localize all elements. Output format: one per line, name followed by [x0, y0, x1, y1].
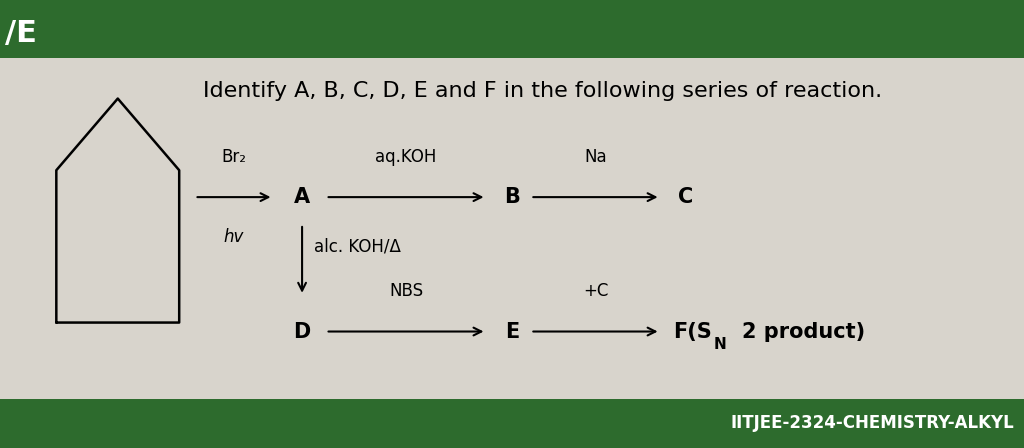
- Bar: [0, 0, 1024, 58]
- Text: Na: Na: [584, 148, 607, 166]
- Text: A: A: [294, 187, 310, 207]
- Text: alc. KOH/Δ: alc. KOH/Δ: [314, 237, 401, 255]
- Text: Identify A, B, C, D, E and F in the following series of reaction.: Identify A, B, C, D, E and F in the foll…: [203, 81, 883, 101]
- Text: hv: hv: [224, 228, 244, 246]
- Text: IITJEE-2324-CHEMISTRY-ALKYL: IITJEE-2324-CHEMISTRY-ALKYL: [730, 414, 1014, 432]
- Text: N: N: [714, 336, 726, 352]
- Text: NBS: NBS: [389, 282, 423, 300]
- Text: Br₂: Br₂: [221, 148, 247, 166]
- Text: aq.KOH: aq.KOH: [376, 148, 436, 166]
- Text: D: D: [294, 322, 310, 341]
- Text: /E: /E: [5, 19, 37, 48]
- Text: 2 product): 2 product): [742, 322, 865, 341]
- Text: B: B: [504, 187, 520, 207]
- Text: F(S: F(S: [673, 322, 712, 341]
- Bar: [0, 399, 1024, 448]
- Text: C: C: [679, 187, 693, 207]
- Text: E: E: [505, 322, 519, 341]
- Text: +C: +C: [583, 282, 608, 300]
